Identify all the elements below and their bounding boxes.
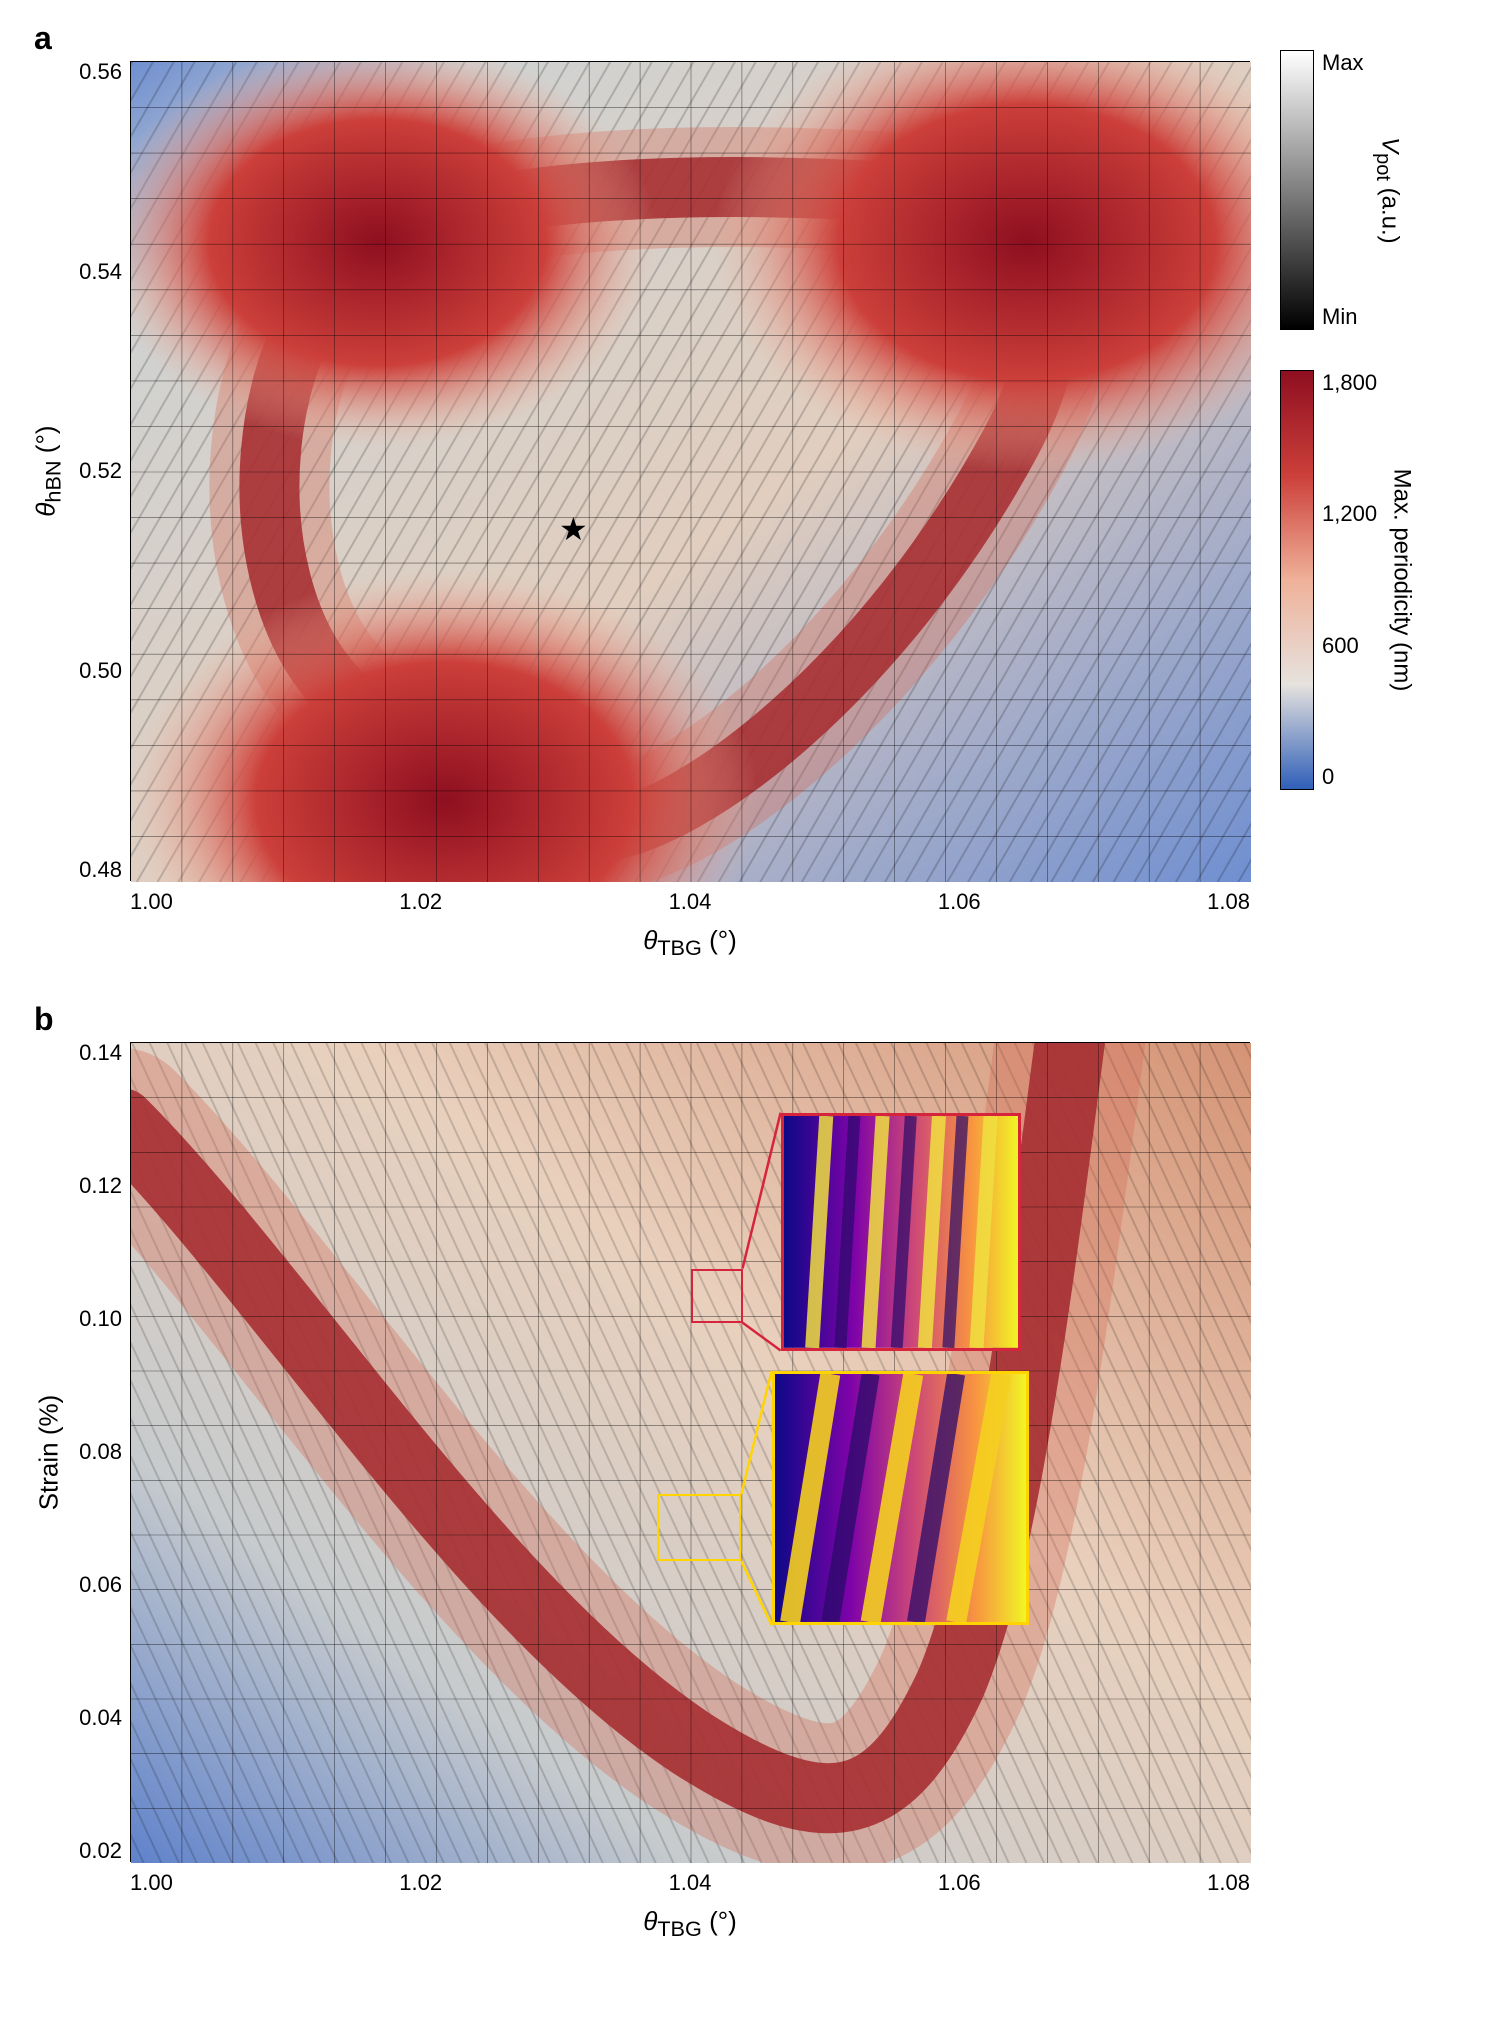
tick-label: 0.12 xyxy=(79,1175,122,1197)
panel-a-ylabel-col: θhBN (°) xyxy=(30,61,68,881)
cbar-vpot-ticks: Max Min xyxy=(1322,50,1364,330)
tick-label: 1.06 xyxy=(938,1870,981,1896)
tick-label: 1.00 xyxy=(130,889,173,915)
tick-label: 0.04 xyxy=(79,1707,122,1729)
inset-yellow xyxy=(772,1371,1030,1625)
cbar-vpot-label-col: Vpot (a.u.) xyxy=(1372,50,1404,330)
panel-b-yticks: 0.14 0.12 0.10 0.08 0.06 0.04 0.02 xyxy=(68,1042,130,1862)
cbar-vpot-row: Max Min Vpot (a.u.) xyxy=(1280,50,1417,330)
cbar-periodicity-label: Max. periodicity (nm) xyxy=(1387,469,1415,692)
panel-b-block: b Strain (%) 0.14 0.12 0.10 0.08 0.06 0.04 0.0… xyxy=(30,1001,1250,1942)
tick-label: 1.02 xyxy=(399,889,442,915)
panel-a-ylabel: θhBN (°) xyxy=(31,425,67,516)
inset-red-image xyxy=(784,1116,1019,1348)
cbar-tick: Max xyxy=(1322,50,1364,76)
tick-label: 1.06 xyxy=(938,889,981,915)
panel-b-xlabel: θTBG (°) xyxy=(130,1906,1250,1942)
panel-b-plot-wrap: Strain (%) 0.14 0.12 0.10 0.08 0.06 0.04 0.02 xyxy=(30,1042,1250,1862)
panel-a-svg xyxy=(131,62,1251,882)
tick-label: 1.04 xyxy=(669,1870,712,1896)
cbar-vpot-label: Vpot (a.u.) xyxy=(1371,137,1404,244)
panel-b-svg xyxy=(131,1043,1251,1863)
tick-label: 0.48 xyxy=(79,859,122,881)
panel-a-xlabel: θTBG (°) xyxy=(130,925,1250,961)
panel-a-block: a θhBN (°) 0.56 0.54 0.52 0.50 0.48 xyxy=(30,20,1250,961)
tick-label: 1.02 xyxy=(399,1870,442,1896)
cbar-tick: 1,200 xyxy=(1322,501,1377,527)
cbar-tick: 600 xyxy=(1322,633,1377,659)
panel-b-heatmap xyxy=(130,1042,1250,1862)
cbar-tick: 0 xyxy=(1322,764,1377,790)
tick-label: 0.54 xyxy=(79,261,122,283)
tick-label: 0.08 xyxy=(79,1441,122,1463)
inset-yellow-image xyxy=(775,1374,1027,1622)
panel-a-label: a xyxy=(34,20,1250,57)
cbar-vpot xyxy=(1280,50,1314,330)
tick-label: 0.14 xyxy=(79,1042,122,1064)
colorbars: Max Min Vpot (a.u.) 1,800 1,200 600 0 Max. p… xyxy=(1280,20,1417,790)
inset-red-source xyxy=(691,1269,743,1323)
tick-label: 1.08 xyxy=(1207,1870,1250,1896)
tick-label: 1.08 xyxy=(1207,889,1250,915)
panel-a-plot-wrap: θhBN (°) 0.56 0.54 0.52 0.50 0.48 xyxy=(30,61,1250,881)
tick-label: 0.06 xyxy=(79,1574,122,1596)
figure: a θhBN (°) 0.56 0.54 0.52 0.50 0.48 xyxy=(0,0,1501,1982)
panel-a-xticks: 1.00 1.02 1.04 1.06 1.08 xyxy=(130,889,1250,915)
panel-a-yticks: 0.56 0.54 0.52 0.50 0.48 xyxy=(68,61,130,881)
tick-label: 0.52 xyxy=(79,460,122,482)
cbar-periodicity xyxy=(1280,370,1314,790)
tick-label: 1.04 xyxy=(669,889,712,915)
cbar-period-row: 1,800 1,200 600 0 Max. periodicity (nm) xyxy=(1280,370,1417,790)
star-marker-icon: ★ xyxy=(559,510,588,548)
cbar-tick: Min xyxy=(1322,304,1364,330)
cbar-tick: 1,800 xyxy=(1322,370,1377,396)
panel-a-heatmap: ★ xyxy=(130,61,1250,881)
panel-a-row: a θhBN (°) 0.56 0.54 0.52 0.50 0.48 xyxy=(30,20,1471,961)
tick-label: 0.56 xyxy=(79,61,122,83)
tick-label: 1.00 xyxy=(130,1870,173,1896)
panel-b-ylabel-col: Strain (%) xyxy=(30,1042,68,1862)
inset-yellow-source xyxy=(657,1494,741,1561)
tick-label: 0.02 xyxy=(79,1840,122,1862)
cbar-periodicity-ticks: 1,800 1,200 600 0 xyxy=(1322,370,1377,790)
panel-b-xticks: 1.00 1.02 1.04 1.06 1.08 xyxy=(130,1870,1250,1896)
cbar-periodicity-label-col: Max. periodicity (nm) xyxy=(1385,370,1417,790)
panel-b-ylabel: Strain (%) xyxy=(34,1394,65,1510)
panel-b-row: b Strain (%) 0.14 0.12 0.10 0.08 0.06 0.04 0.0… xyxy=(30,1001,1471,1942)
panel-b-label: b xyxy=(34,1001,1250,1038)
tick-label: 0.50 xyxy=(79,660,122,682)
tick-label: 0.10 xyxy=(79,1308,122,1330)
inset-red xyxy=(781,1113,1022,1351)
